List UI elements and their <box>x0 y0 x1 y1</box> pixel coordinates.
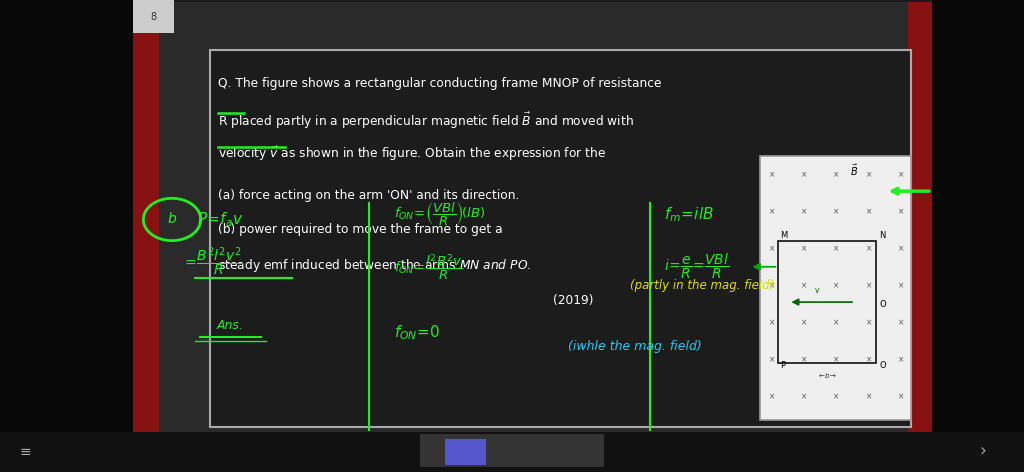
Bar <box>760 156 911 420</box>
Text: ×: × <box>898 281 904 290</box>
Text: (partly in the mag. field): (partly in the mag. field) <box>630 279 774 292</box>
Text: ×: × <box>865 392 872 401</box>
Text: $\leftarrow\! b \!\rightarrow$: $\leftarrow\! b \!\rightarrow$ <box>817 371 837 379</box>
Text: ×: × <box>834 207 840 216</box>
Text: ×: × <box>865 318 872 327</box>
Bar <box>778 241 876 363</box>
Text: $P\!=\!f_a v$: $P\!=\!f_a v$ <box>197 210 243 229</box>
Text: ×: × <box>801 170 808 179</box>
Text: ×: × <box>769 392 775 401</box>
Text: ›: › <box>980 443 986 461</box>
Text: $f_{ON}\!=\!\left(\dfrac{VBl}{R}\right)\!(lB)$: $f_{ON}\!=\!\left(\dfrac{VBl}{R}\right)\… <box>394 201 485 228</box>
Text: ×: × <box>865 207 872 216</box>
Text: ×: × <box>769 170 775 179</box>
Text: ×: × <box>865 281 872 290</box>
Text: ×: × <box>898 207 904 216</box>
Text: N: N <box>880 230 886 240</box>
Text: ×: × <box>801 355 808 364</box>
Text: ×: × <box>801 207 808 216</box>
Text: b: b <box>168 212 176 227</box>
Text: ×: × <box>769 244 775 253</box>
FancyBboxPatch shape <box>210 50 911 427</box>
Text: ×: × <box>834 392 840 401</box>
Text: ×: × <box>769 318 775 327</box>
Text: O: O <box>880 361 886 371</box>
Text: ×: × <box>898 318 904 327</box>
Text: (a) force acting on the arm 'ON' and its direction.: (a) force acting on the arm 'ON' and its… <box>218 189 519 202</box>
Text: ×: × <box>898 170 904 179</box>
Text: ×: × <box>834 244 840 253</box>
Text: $f_{ON}\!=\!0$: $f_{ON}\!=\!0$ <box>394 323 441 342</box>
Text: M: M <box>780 230 787 240</box>
Text: $i\!=\!\dfrac{e}{R}\!=\!\dfrac{VBl}{R}$: $i\!=\!\dfrac{e}{R}\!=\!\dfrac{VBl}{R}$ <box>664 252 729 281</box>
Text: ×: × <box>834 170 840 179</box>
Bar <box>445 439 486 465</box>
Text: $f_m\!=\!ilB$: $f_m\!=\!ilB$ <box>664 205 714 224</box>
Text: ≡: ≡ <box>19 445 32 459</box>
Text: 8: 8 <box>151 11 157 22</box>
Text: R placed partly in a perpendicular magnetic field $\vec{B}$ and moved with: R placed partly in a perpendicular magne… <box>218 111 634 131</box>
Text: ×: × <box>769 355 775 364</box>
Text: Q. The figure shows a rectangular conducting frame MNOP of resistance: Q. The figure shows a rectangular conduc… <box>218 77 662 90</box>
Bar <box>908 2 932 432</box>
Text: ×: × <box>769 207 775 216</box>
Text: $\vec{B}$: $\vec{B}$ <box>850 162 858 177</box>
Text: velocity $\vec{v}$ as shown in the figure. Obtain the expression for the: velocity $\vec{v}$ as shown in the figur… <box>218 145 606 163</box>
Bar <box>133 0 174 33</box>
Text: ×: × <box>769 281 775 290</box>
Bar <box>0 0 133 472</box>
Text: ×: × <box>865 244 872 253</box>
Text: $=\!\dfrac{B^2 l^2 v^2}{R}$: $=\!\dfrac{B^2 l^2 v^2}{R}$ <box>182 245 243 278</box>
Bar <box>133 2 159 432</box>
Text: (iwhle the mag. field): (iwhle the mag. field) <box>568 340 702 354</box>
Text: ×: × <box>801 392 808 401</box>
Bar <box>932 0 1024 472</box>
Text: ×: × <box>898 244 904 253</box>
Text: $f_{ON}\!=\!\dfrac{l^2 B^2 v}{R}$: $f_{ON}\!=\!\dfrac{l^2 B^2 v}{R}$ <box>394 252 463 281</box>
Text: ×: × <box>801 244 808 253</box>
Bar <box>133 2 927 432</box>
Text: steady emf induced between the arms $\mathit{MN}$ $\mathit{and}$ $\mathit{PO}$.: steady emf induced between the arms $\ma… <box>218 257 531 274</box>
Text: v: v <box>815 286 819 295</box>
Text: P: P <box>780 361 785 371</box>
Text: ×: × <box>898 392 904 401</box>
Text: O: O <box>880 300 886 309</box>
Text: ×: × <box>834 318 840 327</box>
Text: ×: × <box>898 355 904 364</box>
Text: ×: × <box>834 281 840 290</box>
Text: ×: × <box>801 318 808 327</box>
Bar <box>0 432 1024 472</box>
Text: ×: × <box>865 355 872 364</box>
Text: Ans.: Ans. <box>217 319 244 332</box>
Bar <box>420 434 604 467</box>
Text: ×: × <box>865 170 872 179</box>
Text: (2019): (2019) <box>553 295 594 307</box>
Text: ×: × <box>834 355 840 364</box>
Text: ×: × <box>801 281 808 290</box>
Bar <box>0 432 1024 472</box>
Text: (b) power required to move the frame to get a: (b) power required to move the frame to … <box>218 223 503 236</box>
